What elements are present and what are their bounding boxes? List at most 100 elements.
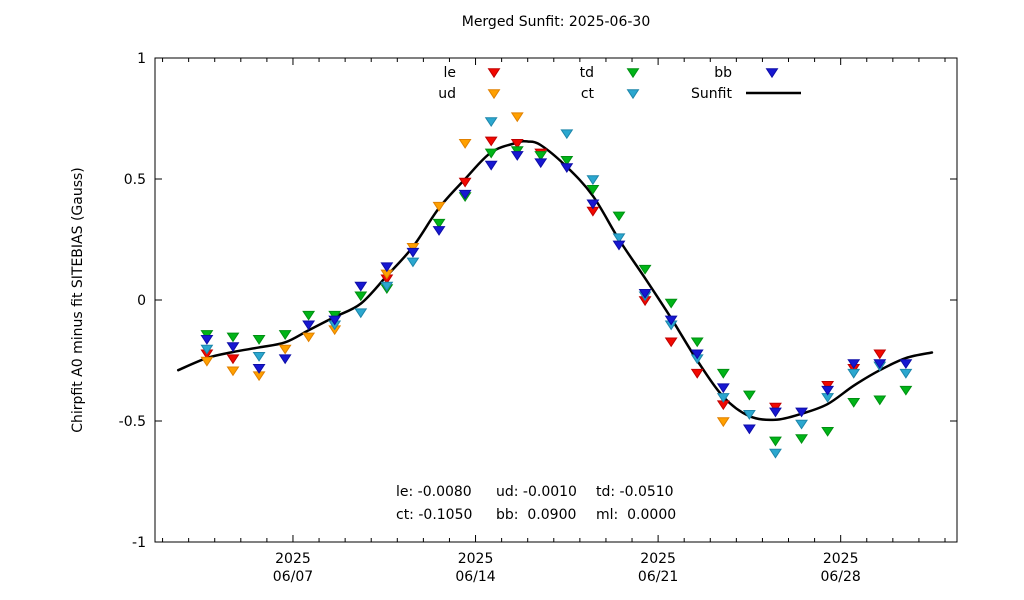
legend-marker-bb — [765, 68, 779, 79]
x-tick-year-label: 2025 — [823, 551, 859, 567]
data-point-td — [432, 218, 446, 229]
legend-label-ct: ct — [581, 86, 595, 102]
y-tick-label: 1 — [137, 51, 146, 67]
data-point-td — [302, 310, 316, 321]
x-tick-date-label: 06/07 — [273, 569, 313, 585]
data-point-ud — [510, 112, 524, 123]
data-point-ud — [278, 344, 292, 355]
data-point-td — [484, 148, 498, 159]
data-point-bb — [252, 364, 266, 374]
data-point-ud — [200, 356, 214, 367]
data-point-ct — [484, 117, 498, 128]
data-point-td — [638, 264, 652, 275]
legend-marker-ct — [626, 89, 640, 100]
data-point-ct — [252, 351, 266, 362]
data-point-td — [586, 184, 600, 195]
y-tick-label: 0 — [137, 293, 146, 309]
legend-marker-le — [487, 68, 501, 79]
data-point-td — [354, 291, 368, 302]
data-point-ud — [226, 366, 240, 377]
data-point-le — [690, 368, 704, 379]
data-point-le — [821, 381, 835, 391]
x-tick-year-label: 2025 — [640, 551, 676, 567]
data-point-bb — [716, 383, 730, 394]
legend-marker-ud — [487, 89, 501, 100]
data-point-le — [226, 354, 240, 365]
data-point-td — [664, 298, 678, 309]
data-point-bb — [200, 335, 214, 345]
data-point-ct — [380, 281, 394, 292]
series-bb-points — [200, 151, 913, 435]
data-point-ud — [716, 417, 730, 428]
data-point-td — [510, 146, 524, 157]
data-point-bb — [380, 262, 394, 273]
data-point-td — [847, 397, 861, 408]
data-point-bb — [226, 342, 240, 353]
data-point-bb — [354, 281, 368, 292]
data-point-bb — [560, 163, 574, 174]
data-point-td — [795, 434, 808, 445]
data-point-ct — [406, 257, 420, 268]
x-axis-ticks: 2025 06/07 2025 06/14 2025 06/21 2025 06/28 — [162, 58, 946, 585]
x-tick-date-label: 06/21 — [638, 569, 678, 585]
data-point-ct — [354, 308, 368, 319]
data-point-td — [278, 330, 292, 340]
data-point-bb — [586, 199, 600, 210]
legend-marker-td — [626, 68, 640, 79]
data-point-bb — [769, 407, 782, 418]
data-point-bb — [278, 354, 292, 365]
y-tick-label: -0.5 — [119, 414, 146, 430]
data-point-ud — [458, 139, 472, 149]
x-tick-date-label: 06/28 — [820, 569, 860, 585]
data-point-td — [899, 385, 913, 396]
data-point-bb — [484, 160, 498, 171]
data-point-td — [821, 426, 835, 437]
data-point-le — [458, 177, 472, 188]
data-point-le — [873, 349, 887, 360]
data-point-ct — [769, 448, 782, 459]
y-tick-label: -1 — [132, 535, 146, 551]
data-point-bb — [899, 359, 913, 370]
data-point-td — [742, 390, 756, 401]
data-point-bb — [821, 385, 835, 396]
data-point-ct — [899, 368, 913, 379]
series-ct-points — [200, 117, 913, 459]
stat-bb: bb: 0.0900 — [496, 507, 577, 523]
stat-ud: ud: -0.0010 — [496, 484, 577, 500]
data-point-bb — [690, 349, 704, 360]
plot-border — [154, 57, 958, 543]
data-point-ct — [742, 410, 756, 420]
data-point-ct — [200, 344, 214, 355]
data-point-td — [873, 395, 887, 406]
stat-le: le: -0.0080 — [396, 484, 472, 500]
x-tick-year-label: 2025 — [275, 551, 311, 567]
data-point-td — [328, 310, 342, 321]
chart-title: Merged Sunfit: 2025-06-30 — [461, 14, 651, 30]
data-point-td — [716, 368, 730, 379]
legend-label-ud: ud — [438, 86, 456, 102]
data-point-bb — [510, 151, 524, 161]
x-tick-year-label: 2025 — [458, 551, 494, 567]
data-point-bb — [432, 226, 446, 236]
data-point-td — [252, 335, 266, 345]
stat-ml: ml: 0.0000 — [596, 507, 677, 523]
data-point-bb — [406, 247, 420, 258]
sunfit-curve — [176, 139, 934, 422]
data-point-bb — [795, 407, 808, 418]
data-point-bb — [664, 315, 678, 326]
legend-label-td: td — [580, 65, 594, 81]
data-point-bb — [328, 315, 342, 326]
data-point-le — [484, 136, 498, 147]
series-ud-points — [200, 112, 730, 428]
legend-label-le: le — [443, 65, 456, 81]
data-point-td — [200, 330, 214, 340]
x-tick-date-label: 06/14 — [455, 569, 495, 585]
legend-label-bb: bb — [714, 65, 732, 81]
legend-label-sunfit: Sunfit — [691, 86, 732, 102]
data-point-bb — [873, 359, 887, 370]
data-point-bb — [638, 289, 652, 299]
data-point-bb — [847, 359, 861, 370]
data-point-ct — [612, 233, 626, 244]
stat-ct: ct: -0.1050 — [396, 507, 473, 523]
